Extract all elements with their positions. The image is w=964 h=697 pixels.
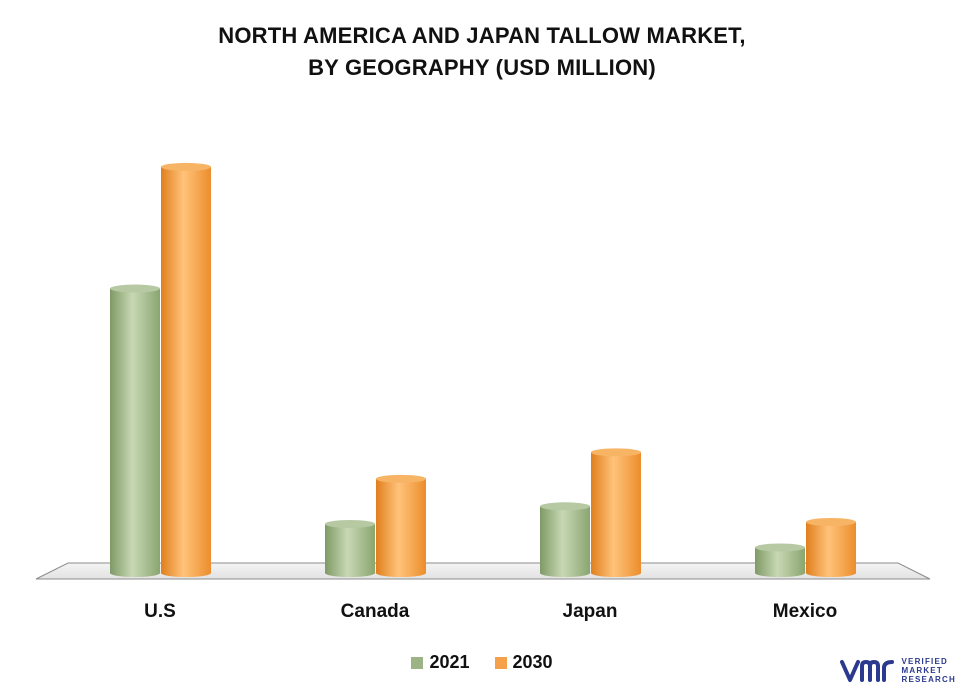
logo-wordmark: VERIFIED MARKET RESEARCH: [902, 657, 957, 684]
bar-us-2021: [110, 284, 160, 577]
category-label-mexico: Mexico: [773, 601, 837, 622]
category-label-us: U.S: [144, 601, 176, 622]
bars-layer: [110, 162, 856, 577]
bar-canada-2030: [376, 474, 426, 577]
logo-line-1: VERIFIED: [901, 656, 948, 666]
bar-canada-2021: [325, 519, 375, 577]
legend-label-2021: 2021: [429, 652, 470, 672]
legend-label-2030: 2030: [512, 652, 553, 672]
category-label-japan: Japan: [563, 601, 618, 622]
category-label-canada: Canada: [341, 601, 410, 622]
category-labels: U.S Canada Japan Mexico: [144, 601, 837, 622]
verified-market-research-logo: VERIFIED MARKET RESEARCH: [839, 656, 957, 684]
chart-title-line-1: NORTH AMERICA AND JAPAN TALLOW MARKET,: [218, 23, 746, 48]
legend-item-2030: 2030: [494, 652, 553, 673]
legend: 2021 2030: [0, 652, 964, 674]
vmr-logo-icon: [839, 659, 894, 682]
bar-japan-2030: [591, 448, 641, 577]
bar-us-2030: [161, 162, 211, 577]
legend-item-2021: 2021: [411, 652, 469, 673]
bar-mexico-2021: [755, 543, 805, 577]
legend-swatch-2030: [494, 656, 507, 669]
bar-mexico-2030: [806, 517, 856, 577]
logo-line-3: RESEARCH: [901, 674, 956, 684]
chart-title-line-2: BY GEOGRAPHY (USD MILLION): [308, 55, 656, 80]
bar-japan-2021: [540, 502, 590, 577]
legend-swatch-2021: [411, 656, 424, 669]
chart-title: NORTH AMERICA AND JAPAN TALLOW MARKET, B…: [0, 20, 964, 84]
logo-line-2: MARKET: [901, 665, 943, 675]
